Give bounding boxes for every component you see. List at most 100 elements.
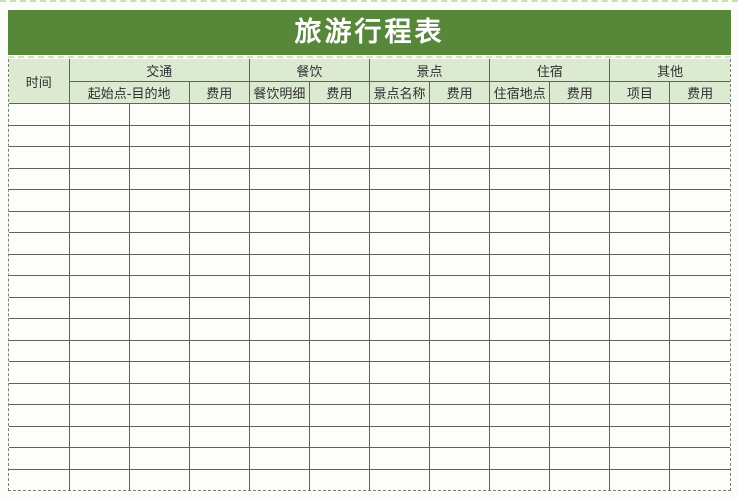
body-cell[interactable] <box>248 146 310 169</box>
body-cell[interactable] <box>489 189 551 212</box>
body-cell[interactable] <box>308 124 370 147</box>
body-cell[interactable] <box>9 103 70 126</box>
body-cell[interactable] <box>68 210 130 233</box>
body-cell[interactable] <box>188 232 250 255</box>
body-cell[interactable] <box>368 339 431 362</box>
body-cell[interactable] <box>549 296 611 319</box>
body-cell[interactable] <box>489 361 551 384</box>
body-cell[interactable] <box>68 103 130 126</box>
body-cell[interactable] <box>128 232 190 255</box>
body-cell[interactable] <box>188 468 250 490</box>
body-cell[interactable] <box>68 425 130 448</box>
body-cell[interactable] <box>368 232 431 255</box>
body-cell[interactable] <box>9 318 70 341</box>
body-cell[interactable] <box>609 447 671 470</box>
body-cell[interactable] <box>188 189 250 212</box>
body-cell[interactable] <box>9 275 70 298</box>
body-cell[interactable] <box>669 210 730 233</box>
body-cell[interactable] <box>9 296 70 319</box>
body-cell[interactable] <box>489 404 551 427</box>
body-cell[interactable] <box>9 339 70 362</box>
body-cell[interactable] <box>68 296 130 319</box>
body-cell[interactable] <box>609 167 671 190</box>
body-cell[interactable] <box>248 124 310 147</box>
body-cell[interactable] <box>549 253 611 276</box>
body-cell[interactable] <box>68 167 130 190</box>
body-cell[interactable] <box>188 296 250 319</box>
body-cell[interactable] <box>669 275 730 298</box>
body-cell[interactable] <box>128 404 190 427</box>
body-cell[interactable] <box>489 339 551 362</box>
body-cell[interactable] <box>128 167 190 190</box>
body-cell[interactable] <box>128 124 190 147</box>
body-cell[interactable] <box>128 210 190 233</box>
body-cell[interactable] <box>128 146 190 169</box>
body-cell[interactable] <box>669 404 730 427</box>
body-cell[interactable] <box>68 146 130 169</box>
body-cell[interactable] <box>308 425 370 448</box>
body-cell[interactable] <box>549 339 611 362</box>
body-cell[interactable] <box>308 361 370 384</box>
body-cell[interactable] <box>9 253 70 276</box>
body-cell[interactable] <box>248 361 310 384</box>
body-cell[interactable] <box>549 210 611 233</box>
body-cell[interactable] <box>128 468 190 490</box>
body-cell[interactable] <box>549 232 611 255</box>
body-cell[interactable] <box>609 468 671 490</box>
body-cell[interactable] <box>9 382 70 405</box>
body-cell[interactable] <box>128 318 190 341</box>
body-cell[interactable] <box>9 361 70 384</box>
body-cell[interactable] <box>549 382 611 405</box>
body-cell[interactable] <box>429 210 491 233</box>
body-cell[interactable] <box>248 339 310 362</box>
body-cell[interactable] <box>429 361 491 384</box>
body-cell[interactable] <box>549 146 611 169</box>
body-cell[interactable] <box>9 124 70 147</box>
body-cell[interactable] <box>669 232 730 255</box>
body-cell[interactable] <box>429 103 491 126</box>
body-cell[interactable] <box>188 447 250 470</box>
body-cell[interactable] <box>248 318 310 341</box>
body-cell[interactable] <box>9 189 70 212</box>
body-cell[interactable] <box>128 275 190 298</box>
body-cell[interactable] <box>669 447 730 470</box>
body-cell[interactable] <box>368 124 431 147</box>
body-cell[interactable] <box>308 146 370 169</box>
body-cell[interactable] <box>549 425 611 448</box>
body-cell[interactable] <box>68 361 130 384</box>
body-cell[interactable] <box>609 189 671 212</box>
body-cell[interactable] <box>368 210 431 233</box>
body-cell[interactable] <box>609 210 671 233</box>
body-cell[interactable] <box>9 210 70 233</box>
body-cell[interactable] <box>549 189 611 212</box>
body-cell[interactable] <box>9 146 70 169</box>
body-cell[interactable] <box>549 167 611 190</box>
body-cell[interactable] <box>248 167 310 190</box>
body-cell[interactable] <box>429 339 491 362</box>
body-cell[interactable] <box>248 468 310 490</box>
body-cell[interactable] <box>128 296 190 319</box>
body-cell[interactable] <box>248 210 310 233</box>
body-cell[interactable] <box>429 232 491 255</box>
body-cell[interactable] <box>9 232 70 255</box>
body-cell[interactable] <box>609 146 671 169</box>
body-cell[interactable] <box>489 382 551 405</box>
body-cell[interactable] <box>128 425 190 448</box>
body-cell[interactable] <box>128 103 190 126</box>
body-cell[interactable] <box>68 447 130 470</box>
body-cell[interactable] <box>429 425 491 448</box>
body-cell[interactable] <box>248 447 310 470</box>
body-cell[interactable] <box>429 275 491 298</box>
body-cell[interactable] <box>68 339 130 362</box>
body-cell[interactable] <box>128 253 190 276</box>
body-cell[interactable] <box>128 361 190 384</box>
body-cell[interactable] <box>368 189 431 212</box>
body-cell[interactable] <box>669 468 730 490</box>
body-cell[interactable] <box>248 189 310 212</box>
body-cell[interactable] <box>669 296 730 319</box>
body-cell[interactable] <box>248 404 310 427</box>
body-cell[interactable] <box>188 146 250 169</box>
body-cell[interactable] <box>68 382 130 405</box>
body-cell[interactable] <box>489 103 551 126</box>
body-cell[interactable] <box>68 232 130 255</box>
